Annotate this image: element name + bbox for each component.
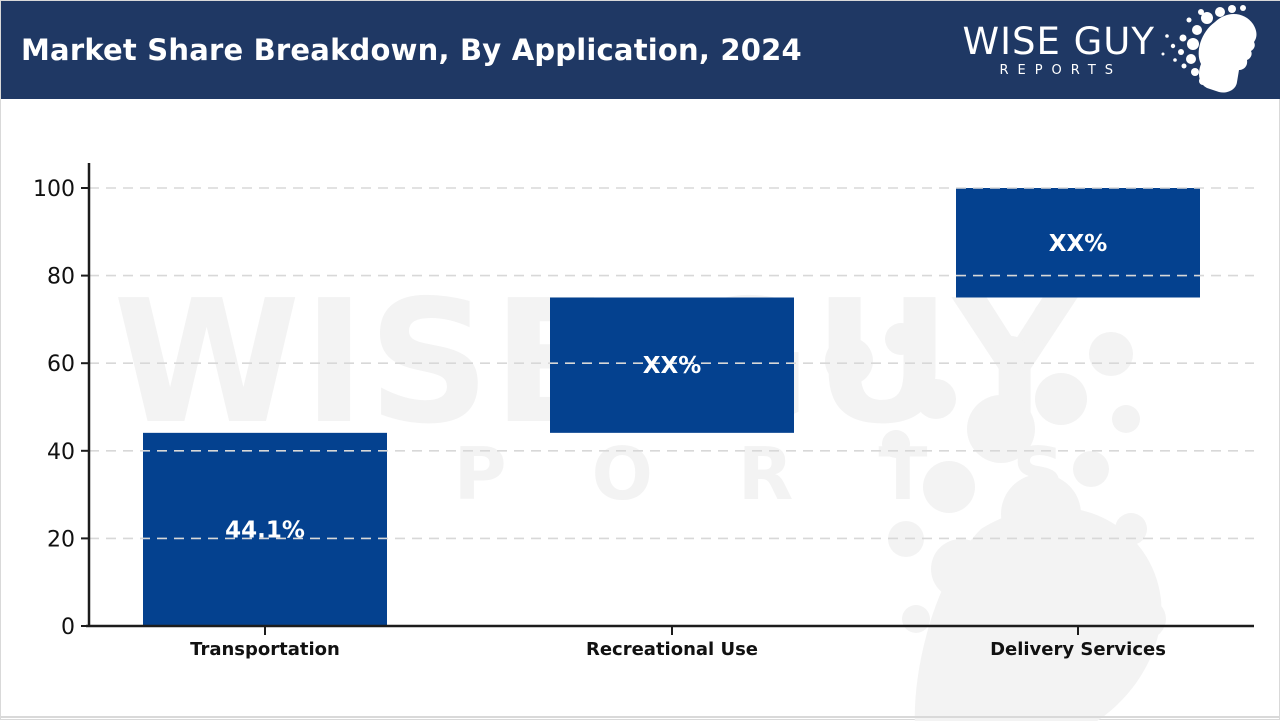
watermark-dot bbox=[825, 337, 873, 385]
bar-value-label: 44.1% bbox=[225, 517, 305, 543]
logo-wordmark: WISE GUY bbox=[962, 20, 1155, 63]
watermark-dot bbox=[993, 336, 1029, 372]
y-tick-label: 80 bbox=[47, 265, 75, 290]
y-tick-label: 60 bbox=[47, 352, 75, 377]
y-tick-label: 0 bbox=[61, 615, 75, 640]
logo-subtitle: REPORTS bbox=[999, 63, 1123, 78]
watermark-face-blob bbox=[914, 506, 1162, 725]
brand-logo: WISE GUY REPORTS bbox=[963, 4, 1261, 96]
watermark-dot bbox=[1035, 373, 1087, 425]
watermark-dot bbox=[885, 323, 917, 355]
logo-face-icon bbox=[1161, 5, 1257, 93]
y-tick-label: 40 bbox=[47, 440, 75, 465]
bar-delivery-services bbox=[956, 188, 1200, 298]
watermark-dot bbox=[1073, 451, 1109, 487]
watermark-dot bbox=[923, 461, 975, 513]
watermark-dot bbox=[916, 379, 956, 419]
watermark-dot bbox=[882, 430, 910, 458]
watermark-dot bbox=[1034, 302, 1058, 326]
chart-area: WISE GUY R E P O R T S 44.1% Transportatio… bbox=[1, 99, 1280, 725]
y-tick-label: 20 bbox=[47, 527, 75, 552]
watermark-dot bbox=[967, 395, 1035, 463]
bar-transportation bbox=[143, 432, 387, 626]
bar-recreational-use bbox=[550, 297, 794, 433]
category-label: Transportation bbox=[190, 639, 340, 660]
bar-value-label: XX% bbox=[643, 353, 702, 379]
category-label: Delivery Services bbox=[990, 639, 1166, 660]
bar-value-label: XX% bbox=[1049, 231, 1108, 257]
watermark-dot bbox=[1089, 332, 1133, 376]
page-title: Market Share Breakdown, By Application, … bbox=[21, 33, 802, 67]
y-tick-label: 100 bbox=[33, 177, 75, 202]
watermark-dot bbox=[1112, 405, 1140, 433]
header-bar: Market Share Breakdown, By Application, … bbox=[1, 1, 1280, 99]
category-label: Recreational Use bbox=[586, 639, 758, 660]
watermark-dot bbox=[902, 605, 930, 633]
